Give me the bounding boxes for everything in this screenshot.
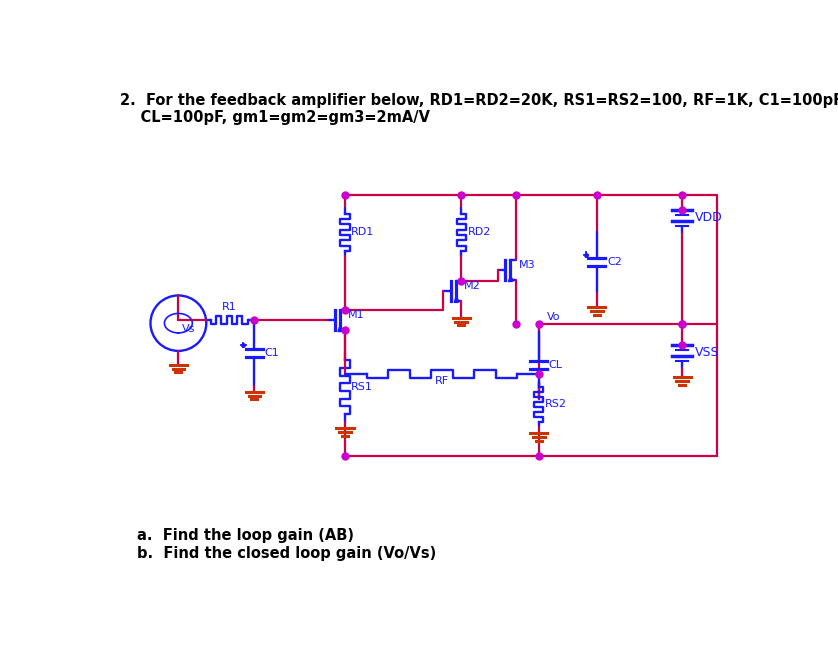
Text: M1: M1 (348, 310, 365, 320)
Text: RS2: RS2 (545, 399, 567, 409)
Text: RD1: RD1 (351, 227, 375, 237)
Text: M2: M2 (464, 281, 481, 291)
Text: b.  Find the closed loop gain (Vo/Vs): b. Find the closed loop gain (Vo/Vs) (137, 546, 437, 561)
Text: 2.  For the feedback amplifier below, RD1=RD2=20K, RS1=RS2=100, RF=1K, C1=100pF,: 2. For the feedback amplifier below, RD1… (120, 93, 838, 108)
Text: CL: CL (549, 360, 563, 370)
Text: VSS: VSS (695, 346, 719, 359)
Text: R1: R1 (222, 302, 236, 312)
Text: CL=100pF, gm1=gm2=gm3=2mA/V: CL=100pF, gm1=gm2=gm3=2mA/V (120, 110, 430, 125)
Text: a.  Find the loop gain (AB): a. Find the loop gain (AB) (137, 528, 354, 543)
Text: M3: M3 (519, 260, 535, 270)
Text: VDD: VDD (695, 211, 722, 224)
Text: Vo: Vo (546, 312, 560, 322)
Text: RF: RF (435, 376, 449, 386)
Text: C1: C1 (265, 348, 279, 358)
Text: Vs: Vs (182, 324, 195, 334)
Text: RD2: RD2 (468, 227, 491, 237)
Text: RS1: RS1 (351, 382, 373, 392)
Text: C2: C2 (607, 258, 622, 268)
